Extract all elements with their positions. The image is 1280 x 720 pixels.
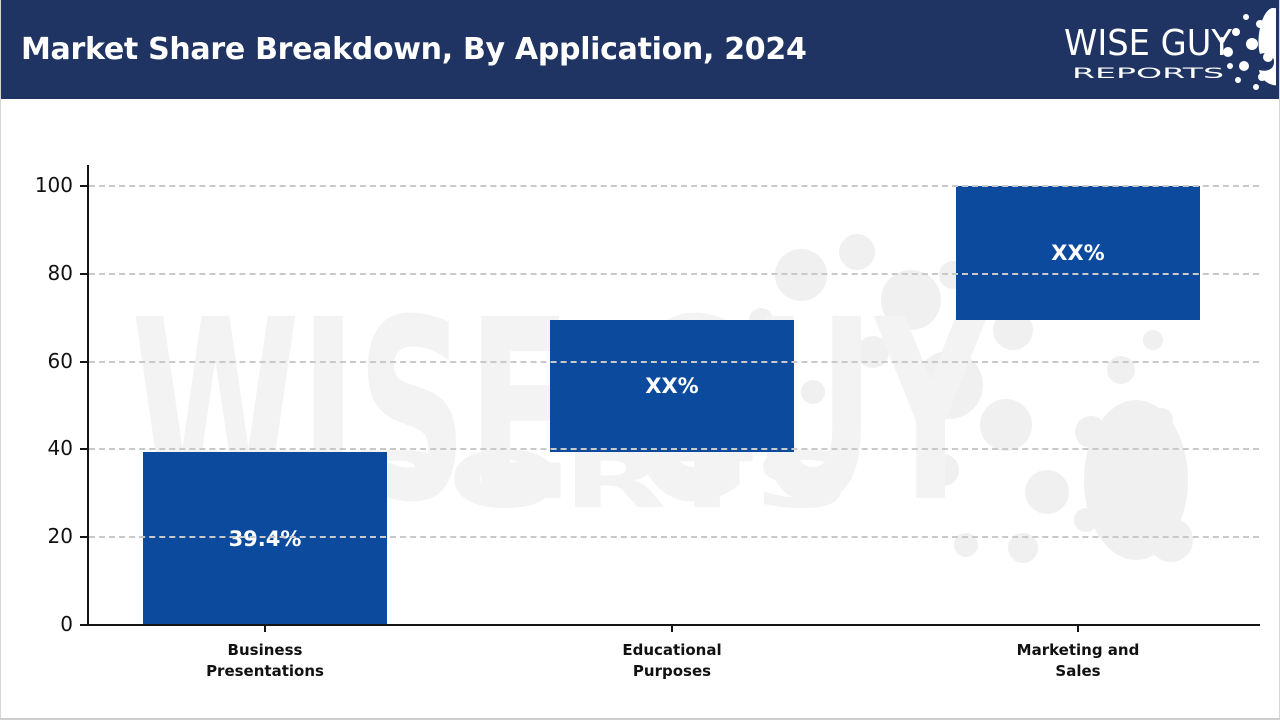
- chart-title: Market Share Breakdown, By Application, …: [21, 32, 807, 67]
- y-tick-label-40: 40: [47, 436, 73, 461]
- logo-reports-text: REPORTS: [1072, 66, 1224, 82]
- y-tick-label-100: 100: [34, 173, 73, 197]
- x-tick-mark-1: [264, 626, 266, 632]
- x-tick-mark-3: [1077, 626, 1079, 632]
- gridline-60: [89, 360, 1259, 363]
- y-tick-mark-80: [80, 272, 87, 275]
- x-category-label-1: Business Presentations: [206, 641, 324, 680]
- x-category-label-3: Marketing and Sales: [1016, 641, 1140, 680]
- bar-1: 39.4%: [143, 452, 387, 625]
- bar-value-label: 39.4%: [228, 526, 302, 551]
- gridline-20: [89, 536, 1259, 539]
- x-axis-line: [86, 624, 1260, 626]
- y-tick-mark-100: [80, 185, 87, 187]
- y-tick-mark-40: [80, 448, 87, 451]
- y-axis-line: [87, 165, 89, 626]
- y-tick-mark-0: [80, 624, 87, 626]
- bar-3: XX%: [956, 186, 1200, 320]
- y-tick-label-20: 20: [47, 524, 73, 549]
- y-tick-label-80: 80: [47, 260, 73, 285]
- header-band: Market Share Breakdown, By Application, …: [1, 0, 1279, 99]
- y-tick-mark-60: [80, 360, 87, 363]
- x-tick-mark-2: [671, 626, 673, 632]
- wiseguy-logo: WISE GUY REPORTS: [1064, 8, 1276, 90]
- bar-value-label: XX%: [645, 373, 699, 398]
- y-tick-label-0: 0: [60, 612, 73, 636]
- gridline-80: [89, 272, 1259, 275]
- y-tick-mark-20: [80, 536, 87, 539]
- logo-head-icon: [1219, 8, 1276, 90]
- bar-2: XX%: [550, 319, 794, 453]
- gridline-100: [89, 185, 1259, 187]
- bar-value-label: XX%: [1051, 240, 1105, 265]
- logo-wiseguy-text: WISE GUY: [1064, 23, 1233, 64]
- x-category-label-2: Educational Purposes: [622, 641, 722, 680]
- gridline-40: [89, 448, 1259, 451]
- y-tick-label-60: 60: [47, 348, 73, 373]
